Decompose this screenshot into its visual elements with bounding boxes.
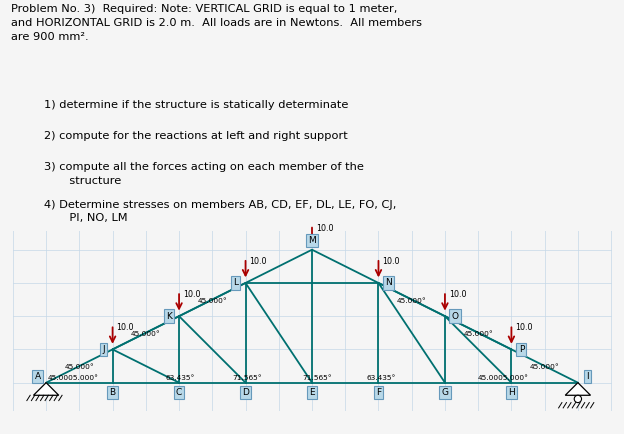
Text: M: M (308, 236, 316, 245)
Text: 2) compute for the reactions at left and right support: 2) compute for the reactions at left and… (44, 131, 348, 141)
Text: 71.565°: 71.565° (232, 375, 261, 381)
Text: E: E (309, 388, 315, 397)
Text: F: F (376, 388, 381, 397)
Text: 45.000°: 45.000° (131, 331, 160, 337)
Text: O: O (451, 312, 459, 321)
Text: H: H (508, 388, 515, 397)
Text: Problem No. 3)  Required: Note: VERTICAL GRID is equal to 1 meter,
and HORIZONTA: Problem No. 3) Required: Note: VERTICAL … (11, 4, 422, 42)
Text: 45.0005.000°: 45.0005.000° (48, 375, 99, 381)
Text: 45.000°: 45.000° (463, 331, 493, 337)
Text: 10.0: 10.0 (117, 323, 134, 332)
Text: 10.0: 10.0 (449, 290, 466, 299)
Text: 63.435°: 63.435° (367, 375, 396, 381)
Text: 45.000°: 45.000° (64, 364, 94, 370)
Text: N: N (385, 279, 392, 287)
Text: 4) Determine stresses on members AB, CD, EF, DL, LE, FO, CJ,
       PI, NO, LM: 4) Determine stresses on members AB, CD,… (44, 200, 396, 223)
Text: 10.0: 10.0 (383, 257, 400, 266)
Text: 10.0: 10.0 (250, 257, 267, 266)
Text: I: I (586, 372, 588, 381)
Text: 10.0: 10.0 (515, 323, 533, 332)
Text: B: B (110, 388, 115, 397)
Text: A: A (35, 372, 41, 381)
Text: J: J (102, 345, 105, 354)
Text: G: G (441, 388, 449, 397)
Text: L: L (233, 279, 238, 287)
Text: P: P (519, 345, 524, 354)
Text: K: K (166, 312, 172, 321)
Text: 1) determine if the structure is statically determinate: 1) determine if the structure is statica… (44, 100, 348, 110)
Text: 45.000°: 45.000° (197, 298, 227, 303)
Text: 3) compute all the forces acting on each member of the
       structure: 3) compute all the forces acting on each… (44, 162, 364, 186)
Text: 10.0: 10.0 (316, 224, 333, 233)
Text: 45.0005.000°: 45.0005.000° (478, 375, 529, 381)
Polygon shape (34, 383, 59, 395)
Circle shape (574, 395, 582, 403)
Text: 63.435°: 63.435° (166, 375, 195, 381)
Text: 45.000°: 45.000° (397, 298, 426, 303)
Text: 45.000°: 45.000° (530, 364, 559, 370)
Text: D: D (242, 388, 249, 397)
Text: 10.0: 10.0 (183, 290, 200, 299)
Text: 71.565°: 71.565° (302, 375, 331, 381)
Text: C: C (176, 388, 182, 397)
Polygon shape (565, 383, 590, 395)
